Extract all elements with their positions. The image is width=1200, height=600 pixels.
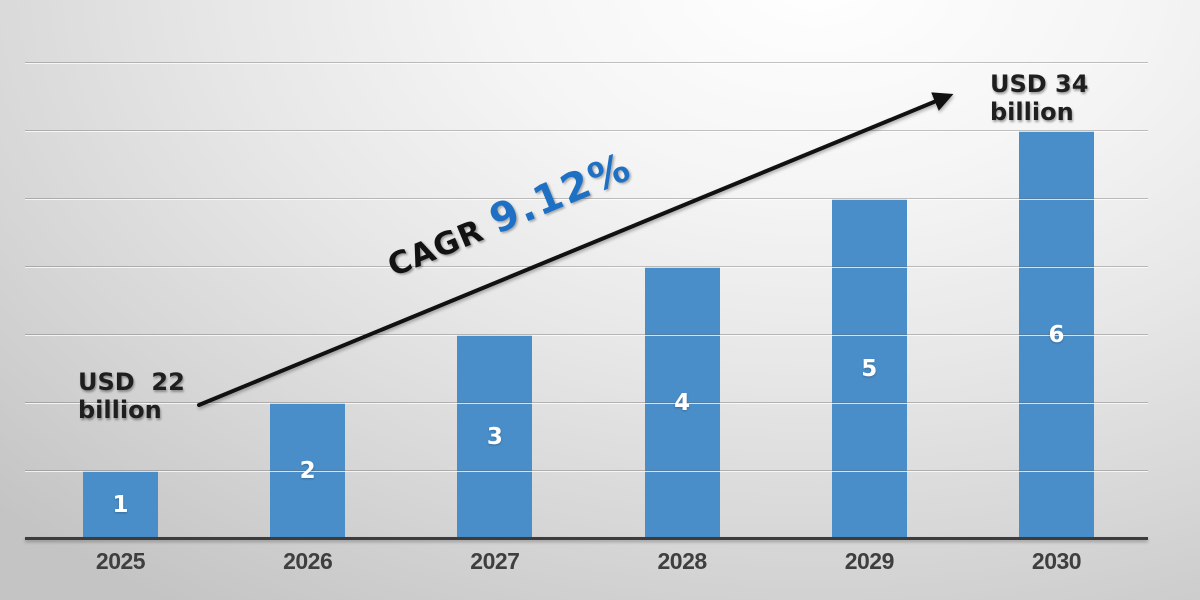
bar-2025 (83, 471, 158, 539)
bar-value-label-2028: 4 (674, 390, 691, 416)
gridline (25, 266, 1148, 267)
start-value-annotation: USD 22 billion (78, 368, 185, 424)
x-axis-label-2025: 2025 (95, 548, 146, 574)
x-axis-label-2030: 2030 (1031, 548, 1082, 574)
x-axis-label-2029: 2029 (844, 548, 895, 574)
gridline (25, 470, 1148, 471)
bar-value-label-2025: 1 (112, 492, 129, 518)
gridline (25, 62, 1148, 63)
x-axis-line (25, 537, 1148, 540)
gridline (25, 402, 1148, 403)
bar-value-label-2026: 2 (299, 458, 316, 484)
x-axis-label-2027: 2027 (470, 548, 520, 574)
end-value-annotation: USD 34 billion (990, 70, 1089, 126)
bar-value-label-2027: 3 (486, 424, 503, 450)
bar-2030 (1019, 131, 1094, 539)
gridline (25, 130, 1148, 131)
x-axis-label-2028: 2028 (657, 548, 708, 574)
bar-value-label-2029: 5 (861, 356, 878, 382)
x-axis-label-2026: 2026 (283, 548, 333, 574)
gridline (25, 334, 1148, 335)
bar-2026 (270, 403, 346, 539)
bar-value-label-2030: 6 (1048, 322, 1065, 348)
